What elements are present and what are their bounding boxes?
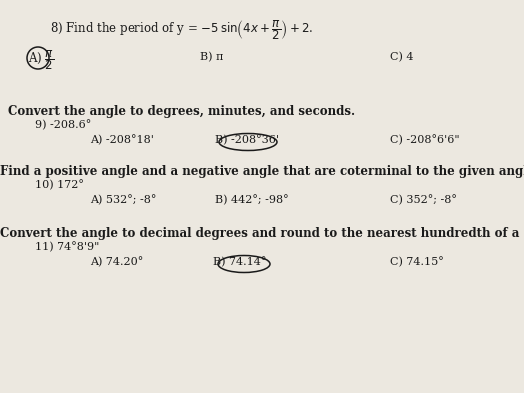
Text: 10) 172°: 10) 172° [35, 180, 84, 191]
Text: Convert the angle to decimal degrees and round to the nearest hundredth of a de: Convert the angle to decimal degrees and… [0, 227, 524, 240]
Text: 9) -208.6°: 9) -208.6° [35, 120, 91, 130]
Text: B) π: B) π [200, 52, 223, 62]
Text: B) 74.14°: B) 74.14° [213, 257, 266, 268]
Text: A) 74.20°: A) 74.20° [90, 257, 143, 268]
Text: A) $\dfrac{\pi}{2}$: A) $\dfrac{\pi}{2}$ [28, 48, 54, 72]
Text: C) 74.15°: C) 74.15° [390, 257, 444, 268]
Text: Convert the angle to degrees, minutes, and seconds.: Convert the angle to degrees, minutes, a… [8, 105, 355, 118]
Text: C) 352°; -8°: C) 352°; -8° [390, 195, 457, 206]
Text: C) 4: C) 4 [390, 52, 413, 62]
Text: B) -208°36': B) -208°36' [215, 135, 279, 146]
Text: Find a positive angle and a negative angle that are coterminal to the given angl: Find a positive angle and a negative ang… [0, 165, 524, 178]
Text: A) 532°; -8°: A) 532°; -8° [90, 195, 156, 206]
Text: A) -208°18': A) -208°18' [90, 135, 154, 146]
Text: 8) Find the period of y = $-5\,\sin\!\left(4x+\dfrac{\pi}{2}\right)+2$.: 8) Find the period of y = $-5\,\sin\!\le… [50, 18, 313, 42]
Text: C) -208°6'6": C) -208°6'6" [390, 135, 460, 146]
Text: 11) 74°8'9": 11) 74°8'9" [35, 242, 100, 253]
Text: B) 442°; -98°: B) 442°; -98° [215, 195, 289, 206]
